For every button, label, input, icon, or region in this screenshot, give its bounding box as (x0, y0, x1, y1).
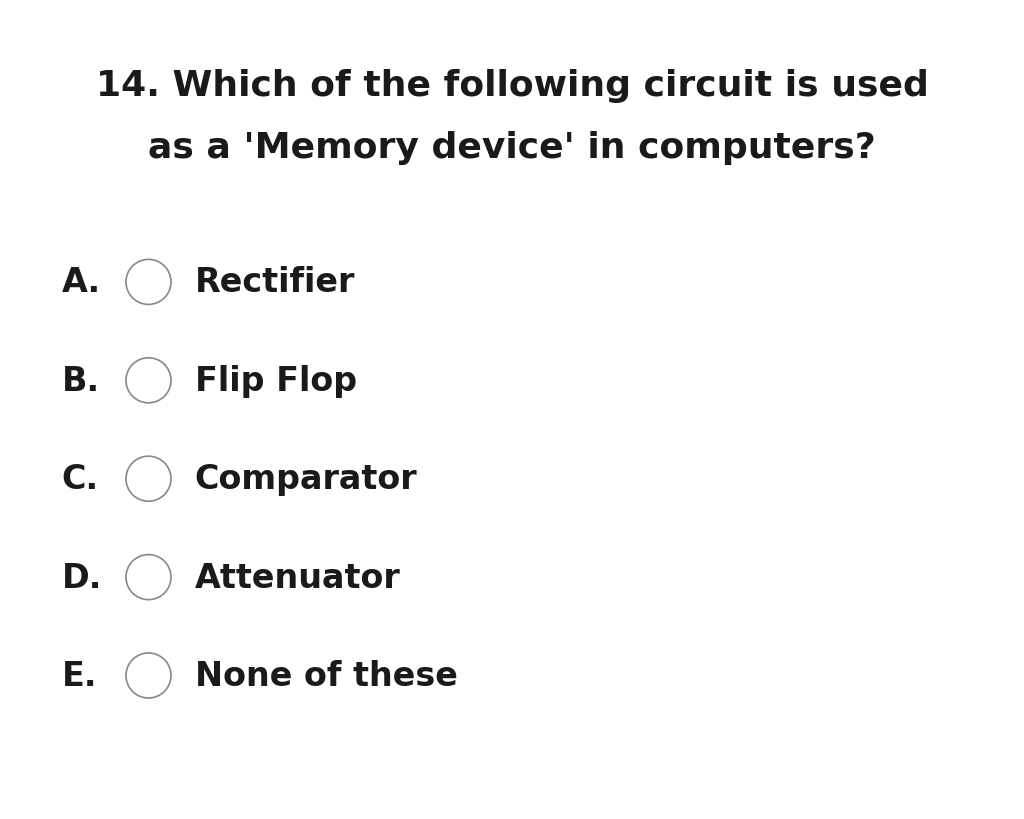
Text: C.: C. (61, 463, 98, 495)
Text: B.: B. (61, 364, 99, 397)
Text: Flip Flop: Flip Flop (195, 364, 356, 397)
Ellipse shape (126, 260, 171, 305)
Text: D.: D. (61, 561, 101, 594)
Text: Comparator: Comparator (195, 463, 417, 495)
Ellipse shape (126, 654, 171, 698)
Text: Attenuator: Attenuator (195, 561, 400, 594)
Text: E.: E. (61, 659, 97, 692)
Text: as a 'Memory device' in computers?: as a 'Memory device' in computers? (148, 130, 876, 165)
Ellipse shape (126, 555, 171, 600)
Text: Rectifier: Rectifier (195, 266, 355, 299)
Text: 14. Which of the following circuit is used: 14. Which of the following circuit is us… (95, 69, 929, 103)
Ellipse shape (126, 359, 171, 403)
Text: A.: A. (61, 266, 100, 299)
Text: None of these: None of these (195, 659, 458, 692)
Ellipse shape (126, 457, 171, 501)
